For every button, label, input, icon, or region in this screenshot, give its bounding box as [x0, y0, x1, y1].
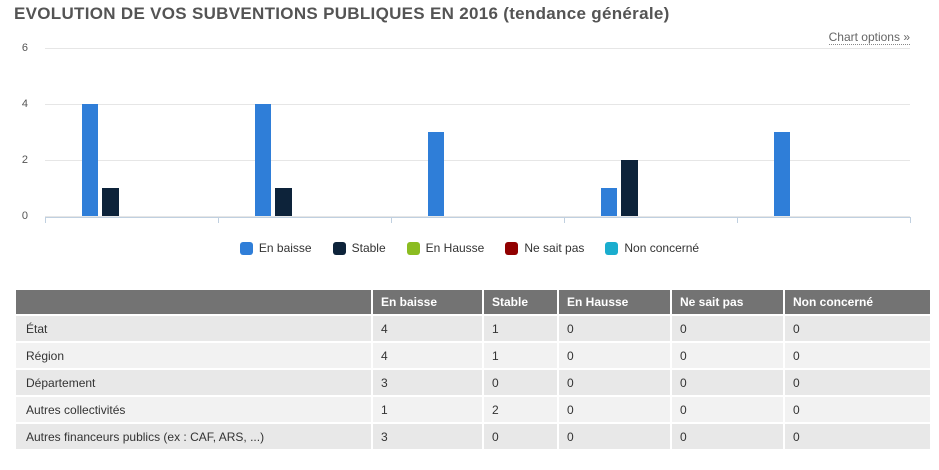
- cell-value: 0: [670, 395, 785, 424]
- cell-value: 0: [670, 368, 785, 397]
- cell-value: 0: [557, 422, 672, 451]
- bar-en-baisse[interactable]: [254, 104, 272, 216]
- table-row: Département 3 0 0 0 0: [14, 368, 932, 397]
- y-axis-label: 6: [21, 42, 28, 54]
- y-axis-label: 2: [21, 154, 28, 166]
- row-label: Autres financeurs publics (ex : CAF, ARS…: [14, 422, 373, 451]
- table-row: Autres collectivités 1 2 0 0 0: [14, 395, 932, 424]
- x-axis-tick: [45, 217, 46, 223]
- legend-item-en-baisse[interactable]: En baisse: [239, 241, 312, 255]
- cell-value: 3: [371, 368, 484, 397]
- legend-swatch-icon: [332, 241, 346, 255]
- cell-value: 0: [783, 314, 932, 343]
- y-axis-label: 4: [21, 98, 28, 110]
- cell-value: 0: [783, 395, 932, 424]
- cell-value: 0: [670, 314, 785, 343]
- cell-value: 4: [371, 314, 484, 343]
- plot-area: 0 2 4 6: [0, 40, 939, 275]
- cell-value: 3: [371, 422, 484, 451]
- x-axis-tick: [218, 217, 219, 223]
- row-label: Région: [14, 341, 373, 370]
- cell-value: 0: [670, 341, 785, 370]
- cell-value: 0: [557, 341, 672, 370]
- cell-value: 0: [783, 341, 932, 370]
- legend-label: En baisse: [258, 241, 312, 255]
- row-label: État: [14, 314, 373, 343]
- cell-value: 0: [557, 368, 672, 397]
- cell-value: 0: [783, 422, 932, 451]
- column-header: En baisse: [371, 288, 484, 316]
- bar-stable[interactable]: [102, 188, 120, 216]
- bar-stable[interactable]: [275, 188, 293, 216]
- cell-value: 1: [482, 314, 559, 343]
- x-axis-tick: [391, 217, 392, 223]
- row-label: Département: [14, 368, 373, 397]
- cell-value: 2: [482, 395, 559, 424]
- table-header: En baisse Stable En Hausse Ne sait pas Non c…: [14, 288, 932, 316]
- x-axis-tick: [564, 217, 565, 223]
- legend-swatch-icon: [406, 241, 420, 255]
- legend-label: Stable: [351, 241, 386, 255]
- legend-label: Non concerné: [624, 241, 700, 255]
- bar-en-baisse[interactable]: [81, 104, 99, 216]
- legend-item-en-hausse[interactable]: En Hausse: [406, 241, 485, 255]
- cell-value: 1: [371, 395, 484, 424]
- cell-value: 0: [557, 314, 672, 343]
- table-row: État 4 1 0 0 0: [14, 314, 932, 343]
- table-row: Autres financeurs publics (ex : CAF, ARS…: [14, 422, 932, 451]
- column-header: Stable: [482, 288, 559, 316]
- bar-stable[interactable]: [621, 160, 639, 216]
- chart-legend: En baisse Stable En Hausse Ne sait pas Non c…: [0, 241, 939, 255]
- cell-value: 0: [482, 422, 559, 451]
- y-gridline: [45, 160, 910, 161]
- x-axis-tick: [910, 217, 911, 223]
- bar-en-baisse[interactable]: [600, 188, 618, 216]
- data-table: En baisse Stable En Hausse Ne sait pas Non c…: [14, 288, 932, 451]
- column-header: [14, 288, 373, 316]
- cell-value: 1: [482, 341, 559, 370]
- column-header: En Hausse: [557, 288, 672, 316]
- legend-label: En Hausse: [425, 241, 485, 255]
- cell-value: 4: [371, 341, 484, 370]
- x-axis-tick: [737, 217, 738, 223]
- cell-value: 0: [670, 422, 785, 451]
- bar-en-baisse[interactable]: [773, 132, 791, 216]
- bar-en-baisse[interactable]: [427, 132, 445, 216]
- legend-item-stable[interactable]: Stable: [332, 241, 386, 255]
- x-axis-line: [45, 217, 911, 218]
- column-header: Non concerné: [783, 288, 932, 316]
- cell-value: 0: [482, 368, 559, 397]
- row-label: Autres collectivités: [14, 395, 373, 424]
- legend-item-ne-sait-pas[interactable]: Ne sait pas: [505, 241, 584, 255]
- legend-label: Ne sait pas: [524, 241, 585, 255]
- chart-options-link[interactable]: Chart options »: [828, 30, 910, 45]
- page-title: EVOLUTION DE VOS SUBVENTIONS PUBLIQUES E…: [14, 4, 670, 23]
- table-header-row: En baisse Stable En Hausse Ne sait pas Non c…: [14, 288, 932, 316]
- table-row: Région 4 1 0 0 0: [14, 341, 932, 370]
- y-gridline: [45, 216, 910, 217]
- legend-swatch-icon: [605, 241, 619, 255]
- y-gridline: [45, 104, 910, 105]
- cell-value: 0: [783, 368, 932, 397]
- y-gridline: [45, 48, 910, 49]
- column-header: Ne sait pas: [670, 288, 785, 316]
- bar-chart: 0 2 4 6 En baisse Stable En Hausse Ne sait pas…: [0, 40, 939, 275]
- table-body: État 4 1 0 0 0 Région 4 1 0 0 0 Département 3 0 0 0 0 Autr…: [14, 314, 932, 451]
- cell-value: 0: [557, 395, 672, 424]
- legend-swatch-icon: [505, 241, 519, 255]
- y-axis-label: 0: [21, 210, 28, 222]
- legend-item-non-concerné[interactable]: Non concerné: [605, 241, 699, 255]
- legend-swatch-icon: [239, 241, 253, 255]
